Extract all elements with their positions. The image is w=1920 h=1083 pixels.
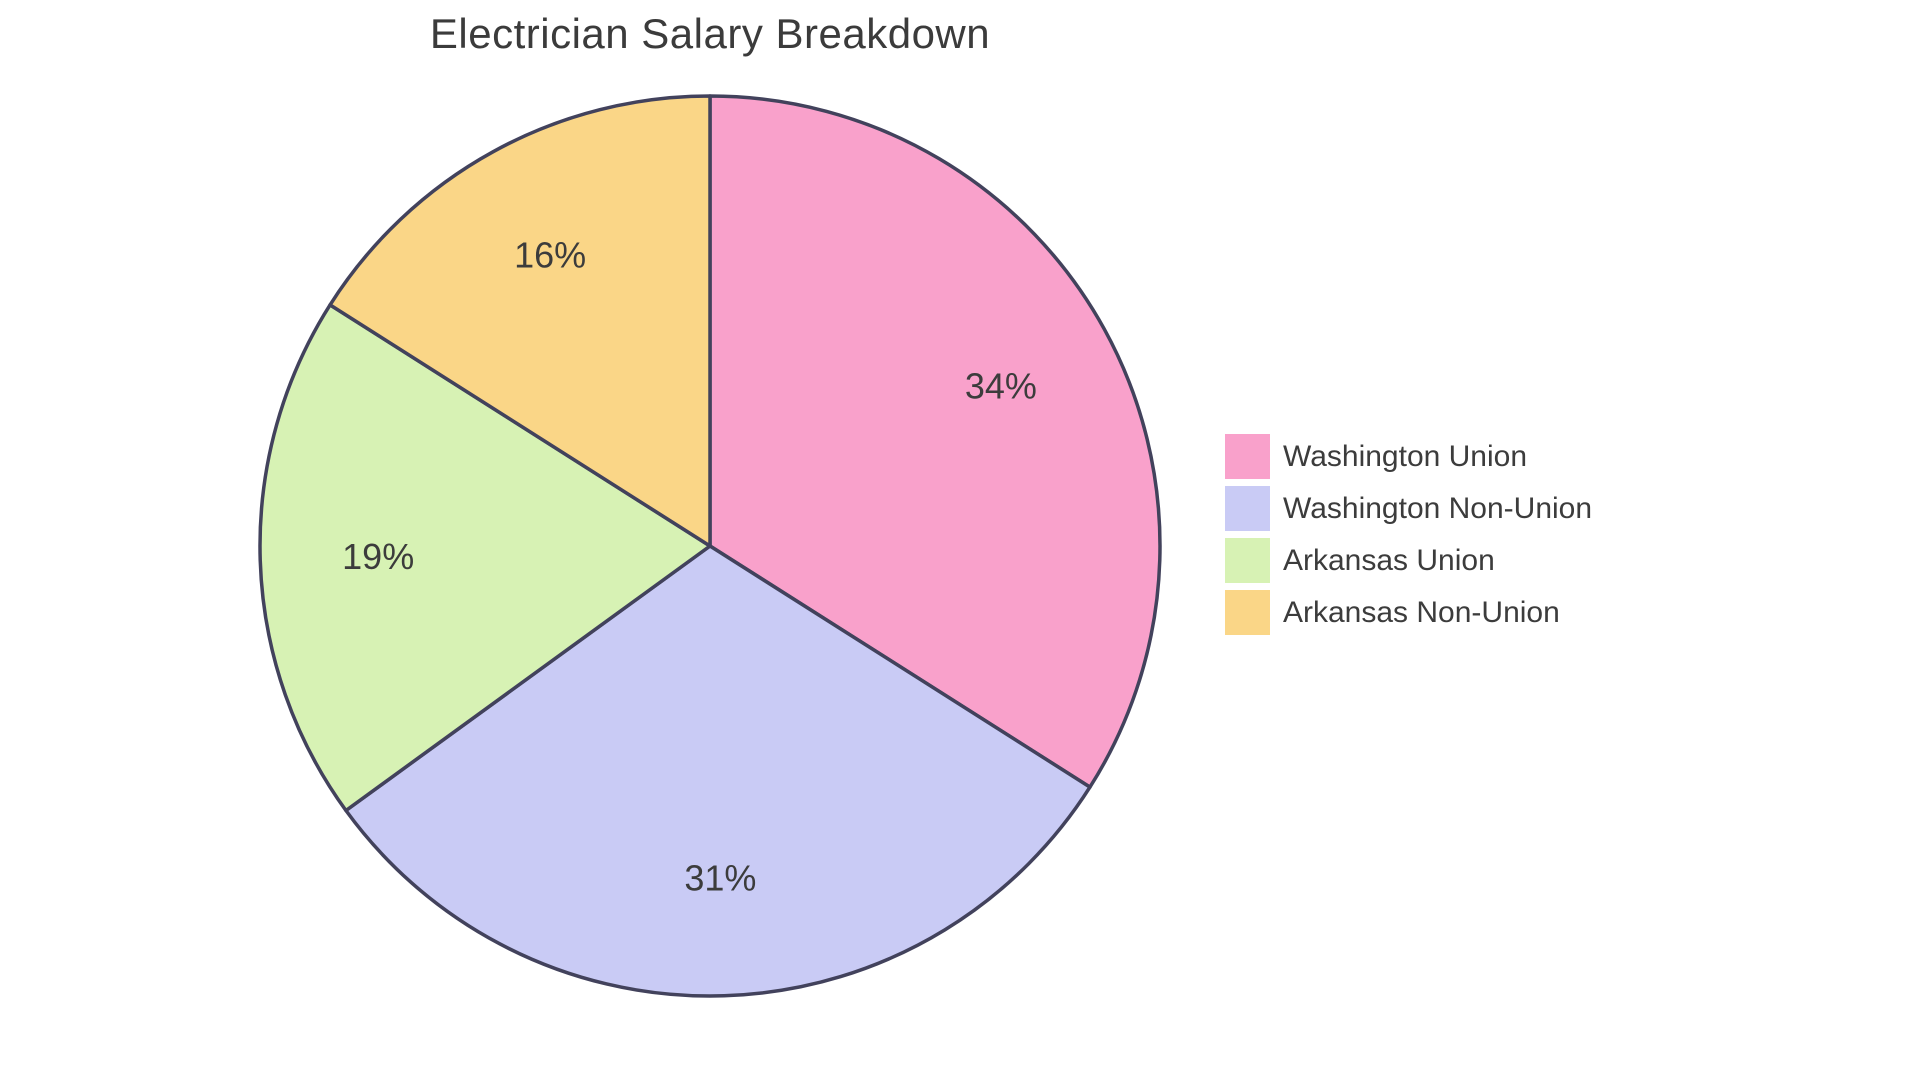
pie-slice-3	[328, 94, 712, 548]
chart-title: Electrician Salary Breakdown	[429, 10, 991, 57]
slice-label-2: 19%	[342, 536, 414, 577]
legend-item-washington-non-union: Washington Non-Union	[1225, 486, 1592, 531]
legend-item-washington-union: Washington Union	[1225, 434, 1592, 479]
legend-swatch-arkansas-union	[1225, 538, 1270, 583]
legend-swatch-washington-non-union	[1225, 486, 1270, 531]
legend-label-arkansas-non-union: Arkansas Non-Union	[1283, 595, 1560, 629]
pie-slice-2	[258, 303, 712, 813]
legend-label-arkansas-union: Arkansas Union	[1283, 543, 1495, 577]
legend-swatch-washington-union	[1225, 434, 1270, 479]
legend-label-washington-union: Washington Union	[1283, 439, 1528, 473]
legend-item-arkansas-non-union: Arkansas Non-Union	[1225, 590, 1592, 635]
pie-slice-1	[344, 544, 1092, 998]
legend-swatch-arkansas-non-union	[1225, 590, 1270, 635]
slice-label-3: 16%	[514, 235, 586, 276]
slice-label-1: 31%	[684, 857, 756, 898]
pie-slice-0	[708, 94, 1162, 789]
legend-item-arkansas-union: Arkansas Union	[1225, 538, 1592, 583]
legend-label-washington-non-union: Washington Non-Union	[1283, 491, 1593, 525]
legend: Washington Union Washington Non-Union Ar…	[1225, 434, 1592, 635]
slice-label-0: 34%	[965, 366, 1037, 407]
